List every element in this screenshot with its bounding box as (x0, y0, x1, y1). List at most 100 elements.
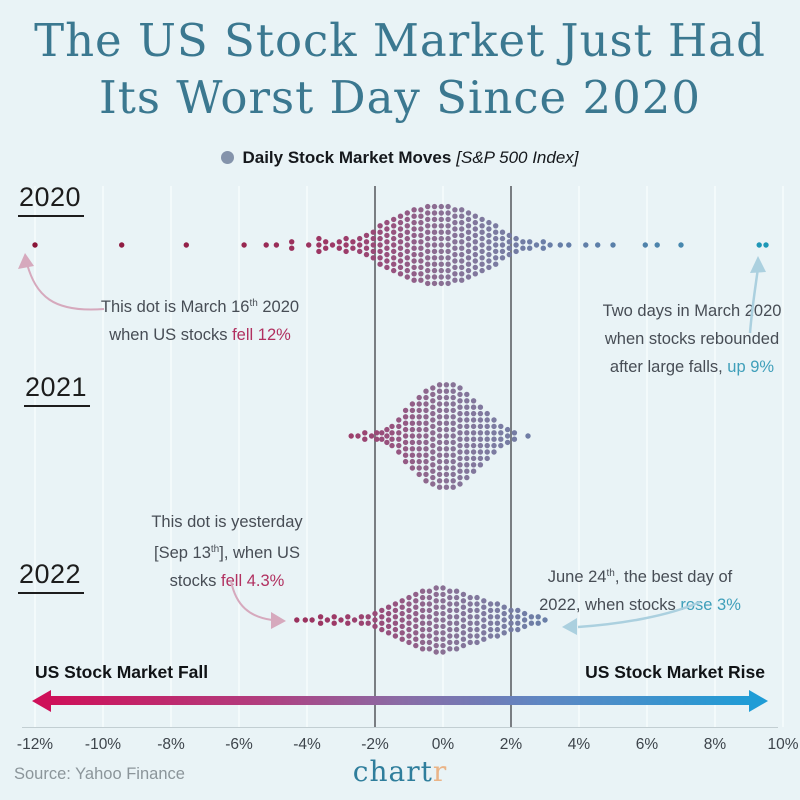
daily-move-dot (426, 633, 433, 639)
daily-move-dot (511, 430, 518, 436)
daily-move-dot (418, 245, 424, 251)
daily-move-dot (459, 277, 465, 283)
daily-move-dot (402, 433, 409, 439)
daily-move-dot (498, 436, 504, 442)
daily-move-dot (273, 242, 280, 248)
daily-move-dot (486, 258, 492, 264)
daily-move-dot (431, 229, 438, 235)
daily-move-dot (430, 474, 436, 481)
daily-move-dot (419, 614, 426, 620)
daily-move-dot (464, 436, 470, 442)
daily-move-dot (419, 601, 426, 607)
daily-move-dot (426, 639, 433, 646)
daily-move-dot (391, 216, 397, 223)
daily-move-dot (379, 614, 385, 620)
daily-move-dot (391, 235, 397, 242)
daily-move-dot (447, 614, 453, 620)
reference-line--2pct (374, 186, 376, 727)
daily-move-dot (453, 601, 460, 607)
daily-move-dot (481, 604, 487, 610)
daily-move-dot (472, 258, 478, 264)
daily-move-dot (363, 239, 370, 245)
daily-move-dot (379, 436, 385, 442)
daily-move-dot (443, 471, 450, 478)
annotation-june-2022: June 24th, the best day of 2022, when st… (539, 568, 741, 614)
daily-move-dot (355, 433, 361, 439)
daily-move-dot (416, 407, 422, 414)
daily-move-dot (499, 229, 506, 235)
daily-move-dot (525, 433, 531, 439)
daily-move-dot (443, 484, 450, 490)
daily-move-dot (678, 242, 684, 248)
daily-move-dot (464, 455, 470, 462)
daily-move-dot (426, 626, 433, 633)
daily-move-dot (486, 232, 492, 239)
daily-move-dot (453, 620, 460, 626)
daily-move-dot (431, 216, 438, 223)
daily-move-dot (472, 239, 478, 245)
daily-move-dot (431, 255, 438, 261)
daily-move-dot (396, 417, 402, 423)
daily-move-dot (384, 251, 390, 258)
daily-move-dot (411, 232, 417, 239)
daily-move-dot (515, 626, 521, 633)
daily-move-dot (406, 626, 412, 633)
daily-move-dot (402, 446, 409, 452)
daily-move-dot (477, 410, 484, 417)
daily-move-dot (426, 588, 433, 594)
daily-move-dot (358, 620, 365, 626)
daily-move-dot (423, 465, 429, 471)
daily-move-dot (396, 436, 402, 442)
daily-move-dot (467, 607, 473, 614)
daily-move-dot (362, 436, 368, 442)
daily-move-dot (391, 267, 397, 274)
daily-move-dot (491, 430, 497, 436)
daily-move-dot (418, 251, 424, 258)
daily-move-dot (453, 588, 460, 594)
daily-move-dot (474, 594, 480, 601)
daily-move-dot (397, 245, 404, 251)
daily-move-dot (357, 248, 363, 255)
daily-move-dot (397, 219, 404, 226)
chart-title: The US Stock Market Just Had Its Worst D… (0, 12, 800, 126)
daily-move-dot (409, 433, 416, 439)
daily-move-dot (493, 248, 499, 255)
daily-move-dot (477, 404, 484, 410)
daily-move-dot (547, 242, 553, 248)
daily-move-dot (389, 442, 395, 449)
daily-move-dot (464, 391, 470, 398)
daily-move-dot (430, 468, 436, 474)
daily-move-dot (477, 442, 484, 449)
daily-move-dot (472, 219, 478, 226)
daily-move-dot (397, 251, 404, 258)
daily-move-dot (309, 617, 315, 623)
daily-move-dot (433, 623, 439, 630)
daily-move-dot (487, 620, 494, 626)
daily-move-dot (418, 232, 424, 239)
daily-move-dot (384, 245, 390, 251)
daily-move-dot (540, 245, 546, 251)
up-9-label: up 9% (727, 358, 775, 376)
daily-move-dot (413, 610, 419, 617)
daily-move-dot (445, 223, 451, 229)
daily-move-dot (457, 468, 463, 474)
daily-move-dot (465, 242, 472, 248)
daily-move-dot (389, 430, 395, 436)
daily-move-dot (459, 264, 465, 271)
daily-move-dot (391, 261, 397, 267)
daily-move-dot (453, 639, 460, 646)
daily-move-dot (419, 633, 426, 639)
daily-move-dot (557, 242, 563, 248)
daily-move-dot (470, 462, 477, 468)
daily-move-dot (331, 620, 337, 626)
daily-move-dot (457, 423, 463, 430)
daily-move-dot (452, 232, 458, 239)
daily-move-dot (404, 242, 410, 248)
daily-move-dot (498, 442, 504, 449)
daily-move-dot (336, 245, 342, 251)
daily-move-dot (470, 423, 477, 430)
daily-move-dot (452, 226, 458, 232)
chartr-logo: chartr (0, 755, 800, 788)
daily-move-dot (450, 394, 456, 401)
daily-move-dot (453, 607, 460, 614)
